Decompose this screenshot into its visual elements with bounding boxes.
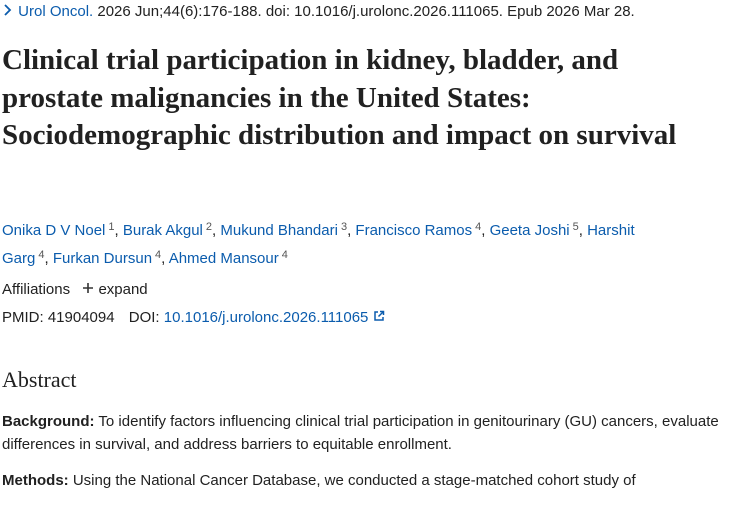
- affiliations-label: Affiliations: [2, 281, 71, 298]
- section-label: Background:: [2, 413, 95, 430]
- author-separator: ,: [212, 222, 217, 239]
- section-text: Using the National Cancer Database, we c…: [72, 472, 636, 489]
- citation-details: 2026 Jun;44(6):176-188. doi: 10.1016/j.u…: [97, 3, 635, 20]
- chevron-icon: [4, 4, 12, 16]
- affiliation-number: 5: [572, 221, 579, 233]
- abstract-heading: Abstract: [2, 367, 77, 392]
- author-separator: ,: [347, 222, 352, 239]
- author-separator: ,: [161, 250, 166, 267]
- affiliation-number: 4: [281, 249, 288, 261]
- expand-toggle[interactable]: expand: [82, 281, 148, 298]
- author-separator: ,: [44, 250, 49, 267]
- article-title: Clinical trial participation in kidney, …: [2, 44, 677, 151]
- affiliations: Affiliations expand: [2, 281, 148, 298]
- author-link[interactable]: Francisco Ramos: [355, 222, 473, 239]
- author-link[interactable]: Furkan Dursun: [52, 250, 153, 267]
- external-link-icon: [373, 310, 384, 321]
- affiliation-number: 2: [205, 221, 213, 233]
- author-link[interactable]: Ahmed Mansour: [168, 250, 279, 267]
- journal-link[interactable]: Urol Oncol.: [18, 3, 94, 20]
- affiliation-number: 3: [340, 221, 348, 233]
- author-list: Onika D V Noel 1, Burak Akgul 2, Mukund Bh…: [2, 215, 672, 271]
- author-link[interactable]: Mukund Bhandari: [220, 222, 338, 239]
- expand-label: expand: [98, 281, 148, 298]
- author-link[interactable]: Harshit Garg: [2, 222, 635, 267]
- affiliation-number: 4: [475, 221, 482, 233]
- section-label: Methods:: [2, 472, 69, 489]
- section-text: To identify factors influencing clinical…: [2, 413, 719, 453]
- identifiers: PMID: 41904094 DOI: 10.1016/j.urolonc.20…: [2, 309, 385, 326]
- pmid-label: PMID:: [2, 309, 44, 326]
- author-link[interactable]: Onika D V Noel: [2, 222, 106, 239]
- author-separator: ,: [114, 222, 119, 239]
- abstract-body: Background: To identify factors influenc…: [2, 410, 742, 505]
- author-separator: ,: [481, 222, 486, 239]
- citation: Urol Oncol. 2026 Jun;44(6):176-188. doi:…: [2, 3, 635, 20]
- author-link[interactable]: Burak Akgul: [122, 222, 203, 239]
- doi-label: DOI:: [128, 309, 160, 326]
- abstract-section: Methods: Using the National Cancer Datab…: [2, 469, 742, 492]
- affiliation-number: 4: [38, 249, 45, 261]
- pmid: 41904094: [47, 309, 115, 326]
- affiliation-number: 1: [108, 221, 115, 233]
- doi-link[interactable]: 10.1016/j.urolonc.2026.111065: [163, 309, 369, 326]
- author-separator: ,: [578, 222, 583, 239]
- plus-icon: [83, 283, 94, 293]
- abstract-section: Background: To identify factors influenc…: [2, 410, 742, 456]
- affiliation-number: 4: [155, 249, 162, 261]
- author-link[interactable]: Geeta Joshi: [489, 222, 570, 239]
